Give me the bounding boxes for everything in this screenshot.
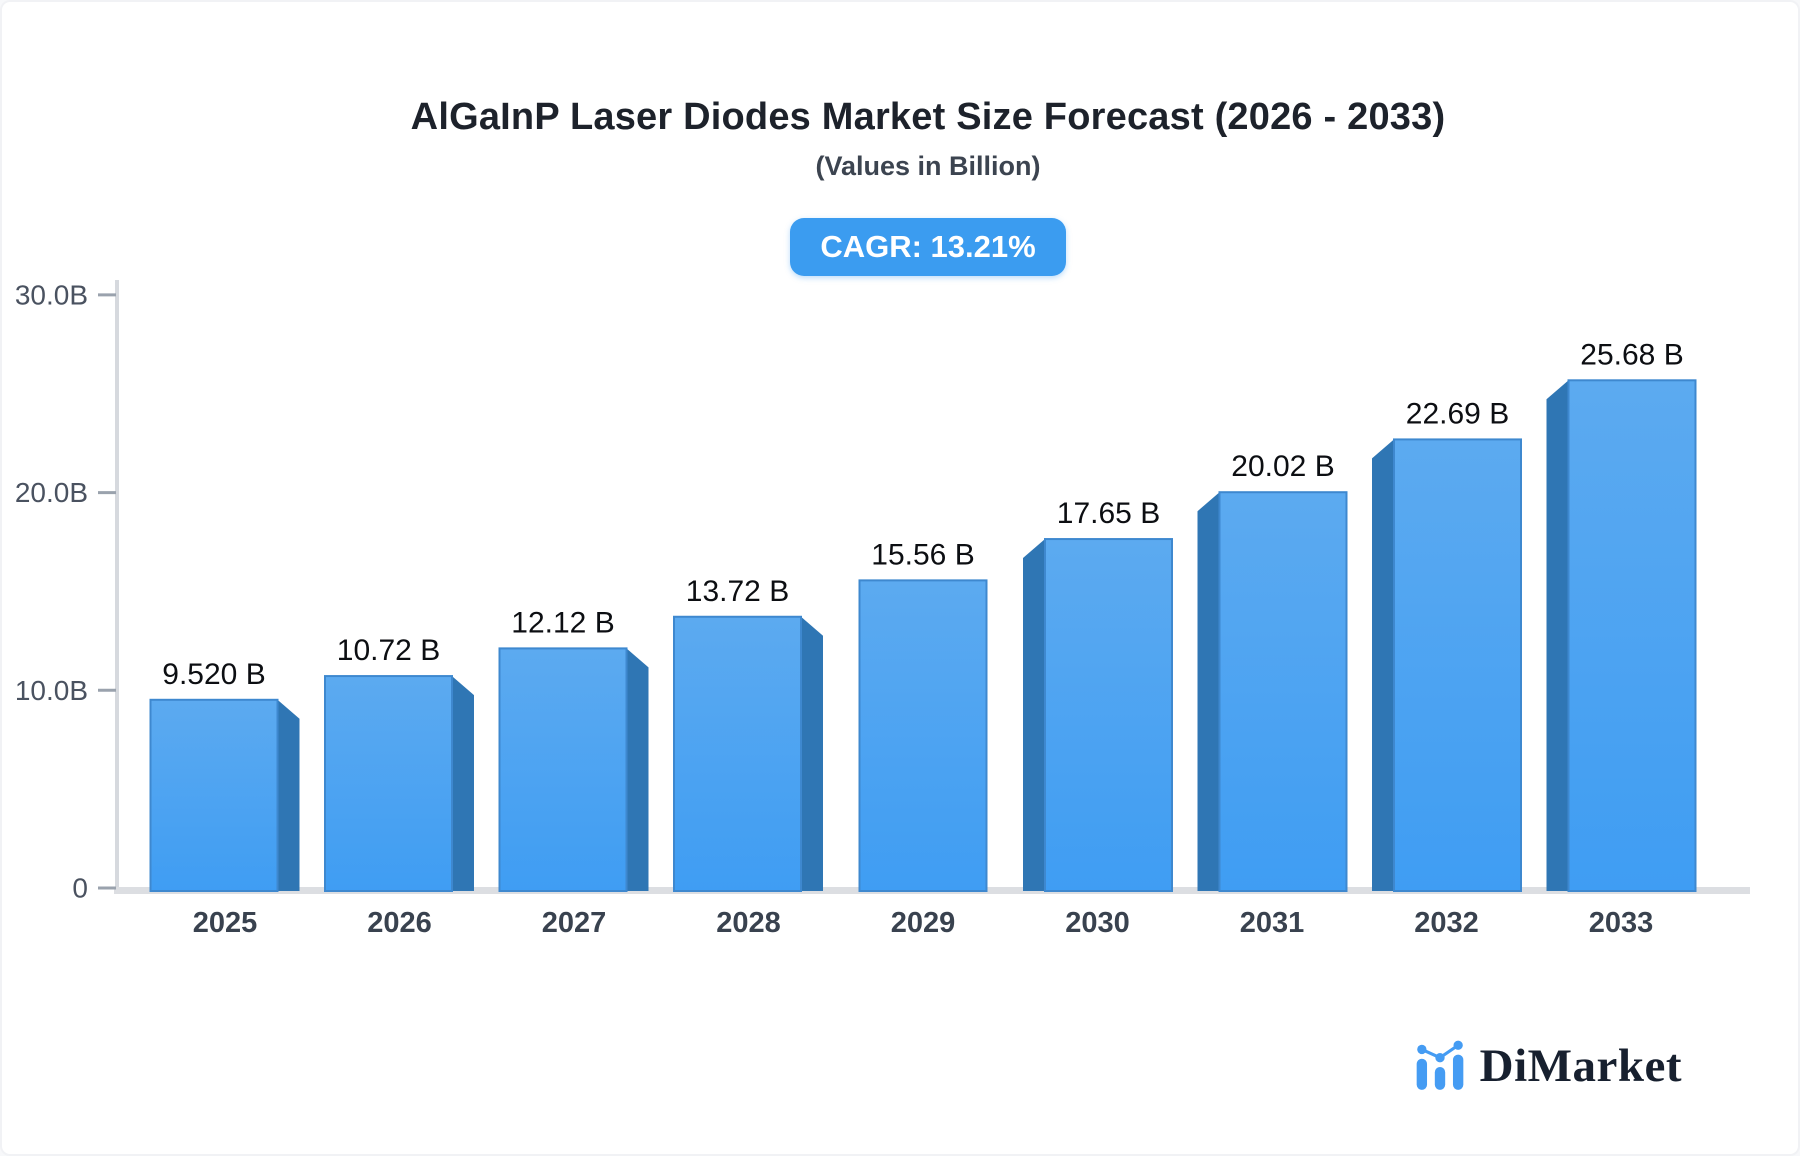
bar-side xyxy=(452,676,474,891)
bar-group-2027: 12.12 B 2027 xyxy=(498,606,649,939)
bar-side xyxy=(1197,492,1220,891)
bar-face xyxy=(673,615,802,892)
y-tick-label: 0 xyxy=(72,873,88,904)
dimarket-logo: DiMarket xyxy=(1414,1038,1682,1094)
x-category-label: 2027 xyxy=(542,907,607,939)
bar-group-2025: 9.520 B 2025 xyxy=(149,658,300,939)
bar-value-label: 10.72 B xyxy=(337,634,440,667)
chart-header: AlGaInP Laser Diodes Market Size Forecas… xyxy=(58,2,1798,276)
bar-face xyxy=(1044,538,1173,892)
bar-group-2026: 10.72 B 2026 xyxy=(324,634,474,939)
bar-group-2033: 25.68 B 2033 xyxy=(1546,338,1697,939)
bar-value-label: 12.12 B xyxy=(511,606,614,639)
x-category-label: 2030 xyxy=(1065,907,1130,939)
bar-face xyxy=(858,579,988,892)
bar-side xyxy=(1546,380,1569,891)
bar-face xyxy=(1393,438,1522,892)
x-category-label: 2031 xyxy=(1240,907,1305,939)
chart-title: AlGaInP Laser Diodes Market Size Forecas… xyxy=(410,96,1446,138)
bar-value-label: 17.65 B xyxy=(1057,497,1160,530)
bar-group-2031: 20.02 B 2031 xyxy=(1197,450,1348,939)
x-category-label: 2026 xyxy=(367,907,432,939)
y-tick-label: 20.0B xyxy=(15,477,88,508)
chart-subtitle: (Values in Billion) xyxy=(815,151,1041,181)
mini-bar-line-chart-icon xyxy=(1416,1040,1463,1090)
bar-value-label: 20.02 B xyxy=(1231,450,1334,483)
y-tick-label: 30.0B xyxy=(15,279,88,310)
bar-value-label: 15.56 B xyxy=(871,538,974,571)
bar-value-label: 9.520 B xyxy=(162,658,265,691)
bar-face xyxy=(149,698,279,893)
cagr-badge: CAGR: 13.21% xyxy=(790,218,1066,276)
y-tick-label: 10.0B xyxy=(15,675,88,706)
bar-value-label: 25.68 B xyxy=(1580,338,1683,371)
bar-side xyxy=(1023,539,1045,891)
bar-value-label: 22.69 B xyxy=(1406,397,1509,430)
x-category-label: 2032 xyxy=(1414,907,1479,939)
bar-face xyxy=(1218,491,1348,892)
bar-face xyxy=(1567,379,1697,892)
bar-group-2028: 13.72 B 2028 xyxy=(673,575,823,939)
x-category-label: 2025 xyxy=(193,907,258,939)
x-category-label: 2033 xyxy=(1589,907,1654,939)
bar-side xyxy=(1372,439,1394,891)
bar-group-2030: 17.65 B 2030 xyxy=(1023,497,1173,939)
bar-face xyxy=(324,675,453,893)
bar-group-2032: 22.69 B 2032 xyxy=(1372,397,1522,939)
x-category-label: 2028 xyxy=(716,907,781,939)
logo-text: DiMarket xyxy=(1479,1040,1682,1092)
bar-face xyxy=(498,647,628,892)
bar-group-2029: 15.56 B 2029 xyxy=(858,538,988,939)
bar-side xyxy=(277,699,300,891)
bar-side xyxy=(626,648,649,891)
x-category-label: 2029 xyxy=(891,907,956,939)
bar-side xyxy=(801,616,823,891)
bar-value-label: 13.72 B xyxy=(686,575,789,608)
